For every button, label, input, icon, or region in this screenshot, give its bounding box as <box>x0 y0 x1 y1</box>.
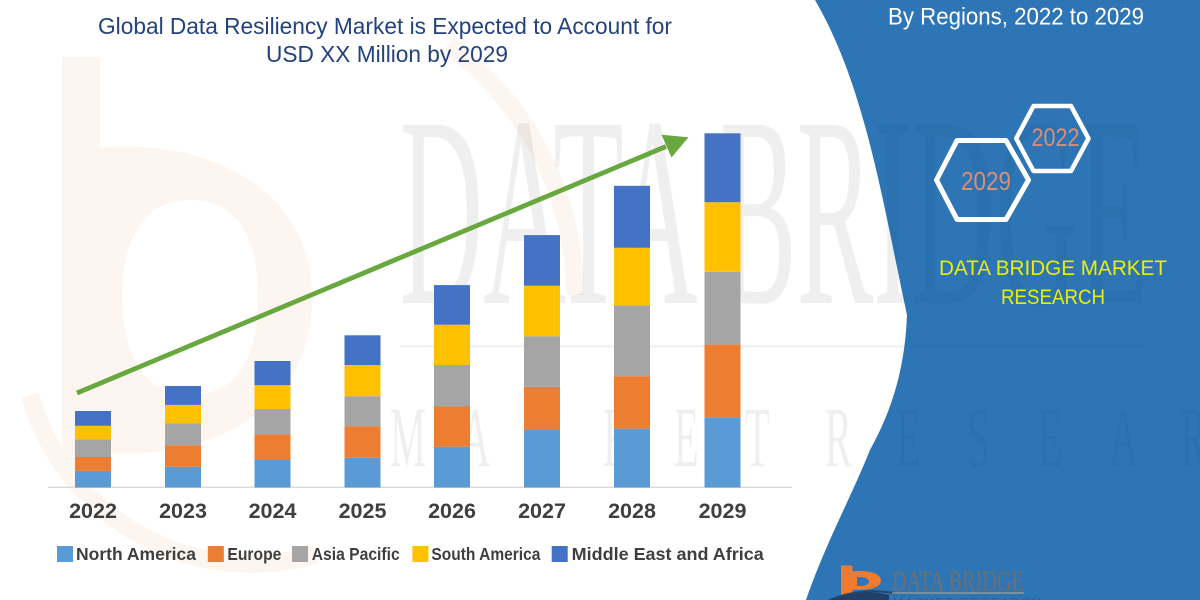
svg-text:Global Data Resiliency Market: Global Data Resiliency Market is Expecte… <box>98 13 672 39</box>
svg-text:2025: 2025 <box>339 499 387 523</box>
svg-text:2028: 2028 <box>608 499 656 523</box>
svg-text:2023: 2023 <box>159 499 207 523</box>
svg-text:Asia Pacific: Asia Pacific <box>312 544 400 564</box>
svg-text:2022: 2022 <box>1032 124 1080 152</box>
svg-text:MARKET RESEARCH: MARKET RESEARCH <box>893 596 1043 600</box>
svg-text:RESEARCH: RESEARCH <box>1001 285 1105 309</box>
svg-text:Europe: Europe <box>227 544 281 564</box>
svg-text:DATA BRIDGE MARKET: DATA BRIDGE MARKET <box>939 256 1167 280</box>
svg-text:2026: 2026 <box>428 499 476 523</box>
svg-text:2029: 2029 <box>961 166 1011 196</box>
svg-text:2027: 2027 <box>518 499 566 523</box>
svg-text:2022: 2022 <box>69 499 117 523</box>
svg-text:North America: North America <box>76 544 196 564</box>
svg-text:USD XX Million by 2029: USD XX Million by 2029 <box>266 41 508 67</box>
svg-text:2029: 2029 <box>699 499 747 523</box>
svg-text:South America: South America <box>431 544 540 564</box>
svg-text:2024: 2024 <box>249 499 297 523</box>
svg-text:Middle East and Africa: Middle East and Africa <box>572 544 764 564</box>
svg-text:By Regions, 2022 to 2029: By Regions, 2022 to 2029 <box>888 4 1144 31</box>
